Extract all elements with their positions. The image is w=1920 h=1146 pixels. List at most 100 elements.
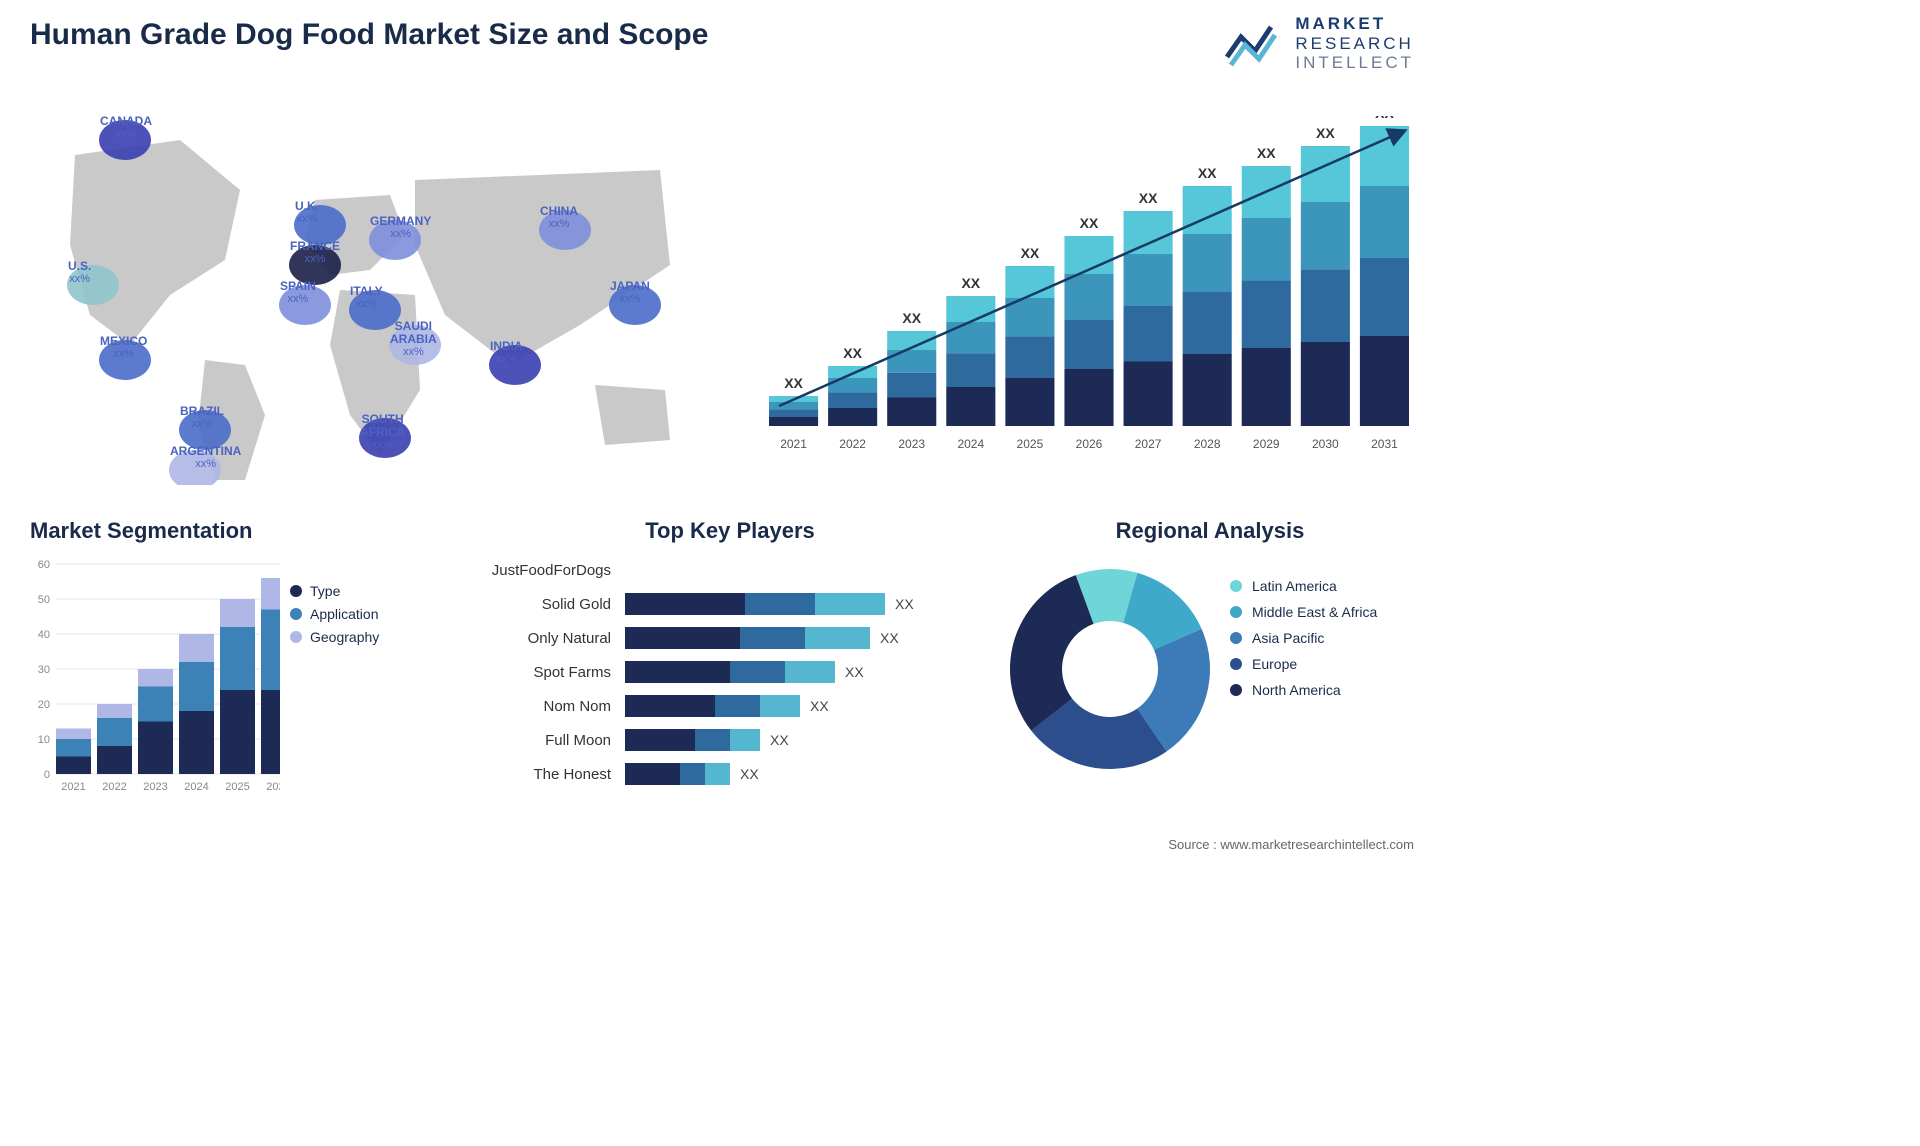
- svg-text:2023: 2023: [898, 437, 925, 451]
- svg-text:2024: 2024: [184, 781, 208, 793]
- svg-text:XX: XX: [1375, 116, 1394, 121]
- seg-legend-item: Type: [290, 583, 379, 599]
- regional-section: Regional Analysis Latin America Middle Ea…: [1000, 518, 1420, 779]
- seg-legend-item: Application: [290, 606, 379, 622]
- segmentation-legend: Type Application Geography: [290, 576, 379, 652]
- map-label-saudi-arabia: SAUDIARABIAxx%: [390, 320, 437, 358]
- svg-text:0: 0: [44, 769, 50, 781]
- players-title: Top Key Players: [475, 518, 985, 544]
- svg-text:XX: XX: [902, 310, 921, 326]
- logo-line1: MARKET: [1295, 14, 1414, 34]
- player-row: The Honest XX: [475, 758, 985, 790]
- player-row: JustFoodForDogs: [475, 554, 985, 586]
- svg-text:10: 10: [38, 734, 50, 746]
- market-size-chart: XX 2021 XX 2022 XX 2023 XX 2024 XX 2025 XX 2026 XX 20…: [764, 116, 1414, 476]
- svg-text:XX: XX: [961, 275, 980, 291]
- map-label-argentina: ARGENTINAxx%: [170, 445, 241, 470]
- svg-text:30: 30: [38, 664, 50, 676]
- svg-text:XX: XX: [1198, 165, 1217, 181]
- regional-legend-item: Asia Pacific: [1230, 630, 1377, 646]
- svg-text:2028: 2028: [1194, 437, 1221, 451]
- player-row: Nom Nom XX: [475, 690, 985, 722]
- svg-text:2021: 2021: [61, 781, 85, 793]
- map-label-germany: GERMANYxx%: [370, 215, 431, 240]
- map-label-u-k-: U.K.xx%: [295, 200, 319, 225]
- svg-text:40: 40: [38, 629, 50, 641]
- svg-text:2031: 2031: [1371, 437, 1398, 451]
- svg-text:2027: 2027: [1135, 437, 1162, 451]
- map-label-canada: CANADAxx%: [100, 115, 152, 140]
- player-name: Solid Gold: [475, 596, 625, 613]
- player-bar: [625, 729, 760, 751]
- map-label-france: FRANCExx%: [290, 240, 340, 265]
- svg-text:2024: 2024: [957, 437, 984, 451]
- svg-text:XX: XX: [1080, 215, 1099, 231]
- map-label-south-africa: SOUTHAFRICAxx%: [360, 413, 405, 451]
- svg-text:XX: XX: [843, 345, 862, 361]
- svg-text:2022: 2022: [102, 781, 126, 793]
- regional-legend-item: Latin America: [1230, 578, 1377, 594]
- svg-text:60: 60: [38, 559, 50, 571]
- player-name: JustFoodForDogs: [475, 562, 625, 579]
- svg-text:2021: 2021: [780, 437, 807, 451]
- player-name: Full Moon: [475, 732, 625, 749]
- player-value: XX: [895, 596, 914, 612]
- regional-legend-item: Europe: [1230, 656, 1377, 672]
- players-section: Top Key Players JustFoodForDogs Solid Gol…: [475, 518, 985, 790]
- player-name: The Honest: [475, 766, 625, 783]
- svg-text:2030: 2030: [1312, 437, 1339, 451]
- svg-text:XX: XX: [1139, 190, 1158, 206]
- player-bar: [625, 627, 870, 649]
- player-bar: [625, 593, 885, 615]
- svg-text:2022: 2022: [839, 437, 866, 451]
- regional-legend: Latin America Middle East & Africa Asia Pa…: [1230, 568, 1377, 708]
- svg-text:XX: XX: [1316, 125, 1335, 141]
- svg-text:XX: XX: [784, 375, 803, 391]
- map-label-india: INDIAxx%: [490, 340, 523, 365]
- player-value: XX: [810, 698, 829, 714]
- player-bar: [625, 763, 730, 785]
- map-label-china: CHINAxx%: [540, 205, 578, 230]
- player-row: Spot Farms XX: [475, 656, 985, 688]
- player-row: Only NaturalXX: [475, 622, 985, 654]
- segmentation-title: Market Segmentation: [30, 518, 440, 544]
- market-size-svg: XX 2021 XX 2022 XX 2023 XX 2024 XX 2025 XX 2026 XX 20…: [764, 116, 1414, 476]
- svg-text:50: 50: [38, 594, 50, 606]
- map-label-brazil: BRAZILxx%: [180, 405, 224, 430]
- regional-legend-item: North America: [1230, 682, 1377, 698]
- player-value: XX: [740, 766, 759, 782]
- player-value: XX: [770, 732, 789, 748]
- logo-icon: [1225, 17, 1285, 69]
- player-bar: [625, 695, 800, 717]
- player-name: Spot Farms: [475, 664, 625, 681]
- source-attribution: Source : www.marketresearchintellect.com: [1168, 837, 1414, 852]
- map-label-japan: JAPANxx%: [610, 280, 650, 305]
- svg-text:XX: XX: [1021, 245, 1040, 261]
- svg-text:2025: 2025: [225, 781, 249, 793]
- svg-text:2025: 2025: [1017, 437, 1044, 451]
- player-row: Solid Gold XX: [475, 588, 985, 620]
- players-list: JustFoodForDogsSolid GoldXXOnly NaturalX…: [475, 554, 985, 790]
- player-name: Only Natural: [475, 630, 625, 647]
- regional-donut: [1000, 554, 1220, 774]
- svg-text:2026: 2026: [266, 781, 280, 793]
- svg-text:2029: 2029: [1253, 437, 1280, 451]
- world-map: CANADAxx% U.S.xx% MEXICOxx% BRAZILxx% ARGENT…: [20, 85, 720, 485]
- map-label-mexico: MEXICOxx%: [100, 335, 147, 360]
- svg-text:20: 20: [38, 699, 50, 711]
- regional-title: Regional Analysis: [1000, 518, 1420, 544]
- player-name: Nom Nom: [475, 698, 625, 715]
- page-title: Human Grade Dog Food Market Size and Sco…: [30, 18, 708, 52]
- player-bar: [625, 661, 835, 683]
- map-label-u-s-: U.S.xx%: [68, 260, 91, 285]
- brand-logo: MARKET RESEARCH INTELLECT: [1225, 14, 1414, 73]
- svg-text:2026: 2026: [1076, 437, 1103, 451]
- player-value: XX: [845, 664, 864, 680]
- segmentation-chart: 0102030405060202120222023202420252026: [30, 544, 280, 804]
- regional-legend-item: Middle East & Africa: [1230, 604, 1377, 620]
- svg-text:XX: XX: [1257, 145, 1276, 161]
- segmentation-section: Market Segmentation 0 10 20 30 40 50 60 2021 202…: [30, 518, 440, 809]
- seg-legend-item: Geography: [290, 629, 379, 645]
- map-label-spain: SPAINxx%: [280, 280, 316, 305]
- map-label-italy: ITALYxx%: [350, 285, 383, 310]
